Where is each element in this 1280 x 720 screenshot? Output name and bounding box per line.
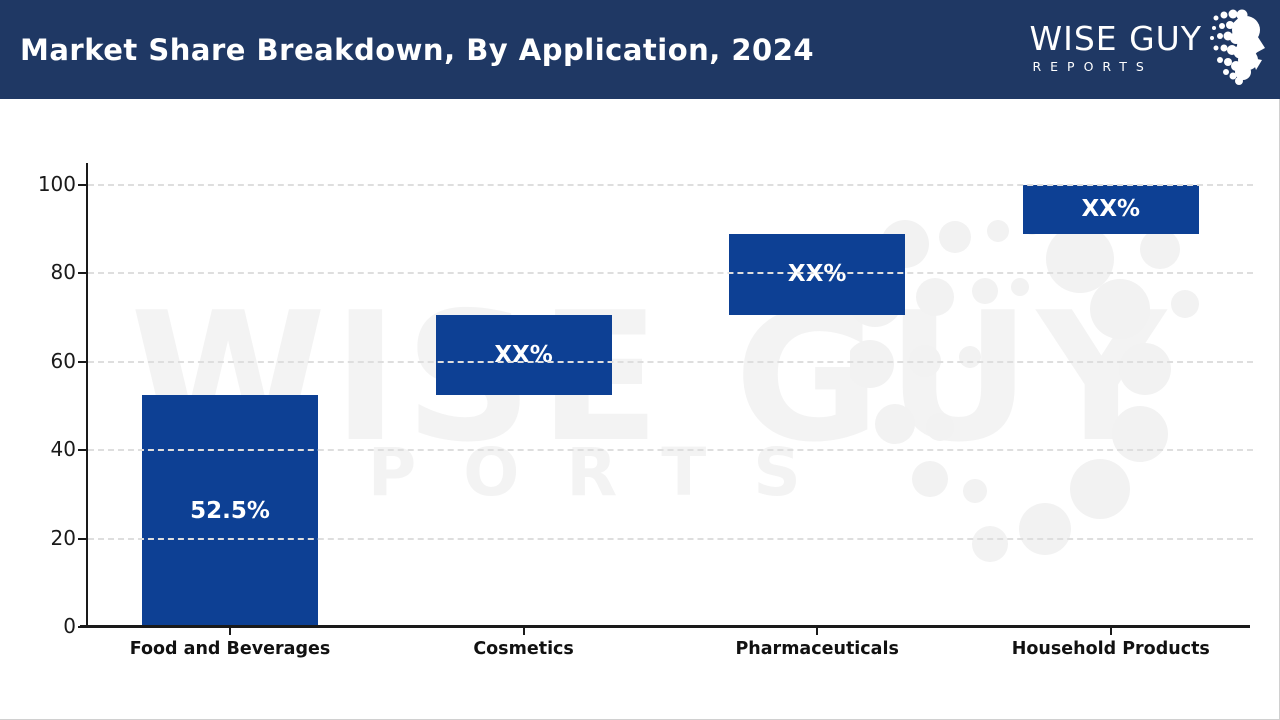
bar-value-label: 52.5%	[190, 497, 270, 524]
y-axis-line	[86, 163, 88, 628]
x-tick-mark-2	[522, 627, 525, 635]
gridline-60	[88, 360, 1253, 363]
y-tick-mark-40	[78, 449, 87, 452]
header-bar: Market Share Breakdown, By Application, …	[0, 0, 1280, 99]
dotted-head-profile-icon	[1210, 9, 1265, 85]
y-tick-mark-80	[78, 272, 87, 275]
x-tick-mark-4	[1109, 627, 1112, 635]
bar-value-label: XX%	[1081, 196, 1141, 223]
y-tick-label-60: 60	[50, 348, 76, 373]
x-category-label-household-products: Household Products	[1011, 639, 1210, 659]
y-tick-mark-60	[78, 360, 87, 363]
y-tick-mark-0	[78, 626, 87, 628]
y-tick-label-40: 40	[50, 437, 76, 462]
x-axis-line	[80, 625, 1250, 628]
y-tick-label-100: 100	[37, 172, 76, 196]
y-tick-mark-100	[78, 184, 87, 186]
bar-food-and-beverages: 52.5%	[142, 394, 318, 627]
x-tick-mark-3	[816, 627, 819, 635]
y-tick-label-0: 0	[63, 614, 76, 638]
page-title: Market Share Breakdown, By Application, …	[20, 32, 815, 67]
x-tick-mark-1	[229, 627, 231, 635]
x-category-label-pharmaceuticals: Pharmaceuticals	[735, 639, 899, 659]
bar-value-label: XX%	[494, 342, 553, 369]
bar-household-products: XX%	[1022, 185, 1199, 234]
x-category-label-food-and-beverages: Food and Beverages	[129, 639, 331, 659]
x-category-label-cosmetics: Cosmetics	[473, 639, 574, 659]
bar-pharmaceuticals: XX%	[729, 233, 906, 316]
y-tick-mark-20	[78, 537, 87, 540]
wise-guy-reports-logo: WISE GUY REPORTS	[1029, 8, 1266, 88]
y-tick-label-80: 80	[50, 260, 76, 285]
y-tick-label-20: 20	[50, 525, 76, 550]
logo-brand-sub: REPORTS	[1032, 59, 1153, 75]
bar-value-label: XX%	[787, 261, 847, 288]
logo-text: WISE GUY REPORTS	[1029, 18, 1202, 75]
logo-brand-name: WISE GUY	[1029, 18, 1202, 58]
gridline-80	[88, 272, 1253, 275]
bar-cosmetics: XX%	[435, 315, 612, 395]
